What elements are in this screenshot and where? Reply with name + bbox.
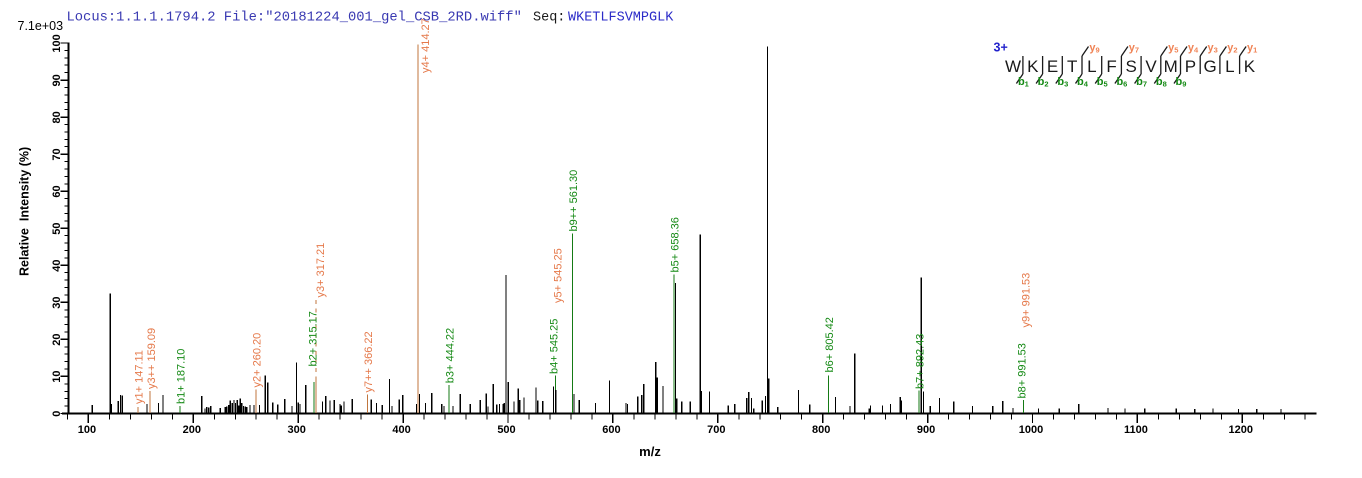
svg-text:y5+ 545.25: y5+ 545.25 xyxy=(553,248,565,303)
svg-text:K: K xyxy=(1244,57,1256,76)
svg-text:P: P xyxy=(1185,57,1196,76)
svg-text:1200: 1200 xyxy=(1229,424,1253,436)
svg-text:m/z: m/z xyxy=(639,444,661,459)
svg-text:900: 900 xyxy=(917,424,935,436)
svg-text:F: F xyxy=(1106,57,1116,76)
svg-text:90: 90 xyxy=(51,74,63,86)
svg-text:b6+ 805.42: b6+ 805.42 xyxy=(824,317,836,372)
svg-text:b3: b3 xyxy=(1057,76,1068,89)
svg-text:1100: 1100 xyxy=(1124,424,1148,436)
svg-text:b7: b7 xyxy=(1136,76,1147,89)
svg-text:b1: b1 xyxy=(1018,76,1029,89)
svg-text:y2: y2 xyxy=(1227,42,1237,55)
svg-text:y1+ 147.11: y1+ 147.11 xyxy=(134,350,146,404)
svg-text:L: L xyxy=(1225,57,1234,76)
svg-text:V: V xyxy=(1145,57,1157,76)
svg-text:b5+ 658.36: b5+ 658.36 xyxy=(670,217,682,272)
svg-text:b4: b4 xyxy=(1077,76,1089,89)
svg-text:10: 10 xyxy=(51,371,63,383)
svg-text:40: 40 xyxy=(51,259,63,271)
svg-text:S: S xyxy=(1126,57,1137,76)
svg-text:y7++ 366.22: y7++ 366.22 xyxy=(363,331,375,392)
svg-text:L: L xyxy=(1087,57,1096,76)
svg-text:y9: y9 xyxy=(1089,42,1099,55)
svg-text:b2+ 315.17: b2+ 315.17 xyxy=(308,311,320,366)
svg-text:T: T xyxy=(1067,57,1077,76)
svg-text:60: 60 xyxy=(51,185,63,197)
svg-text:y4: y4 xyxy=(1188,42,1199,55)
svg-text:y9+ 991.53: y9+ 991.53 xyxy=(1021,273,1033,328)
svg-text:W: W xyxy=(1005,57,1021,76)
svg-text:y5: y5 xyxy=(1168,42,1178,55)
svg-text:y2+ 260.20: y2+ 260.20 xyxy=(252,333,264,388)
svg-text:70: 70 xyxy=(51,148,63,160)
svg-text:y3++ 159.09: y3++ 159.09 xyxy=(146,328,158,389)
svg-text:b4+ 545.25: b4+ 545.25 xyxy=(548,319,560,374)
svg-text:7.1e+03: 7.1e+03 xyxy=(18,19,64,33)
svg-text:y3: y3 xyxy=(1208,42,1218,55)
svg-text:b9++ 561.30: b9++ 561.30 xyxy=(568,170,580,232)
svg-text:b7+ 892.43: b7+ 892.43 xyxy=(915,334,927,389)
svg-text:3+: 3+ xyxy=(994,41,1008,55)
svg-text:y3+ 317.21: y3+ 317.21 xyxy=(315,243,327,298)
svg-text:200: 200 xyxy=(183,424,201,436)
svg-text:700: 700 xyxy=(707,424,725,436)
svg-text:y1: y1 xyxy=(1247,42,1257,55)
svg-text:G: G xyxy=(1203,57,1216,76)
svg-text:b8+ 991.53: b8+ 991.53 xyxy=(1017,343,1029,398)
svg-text:Relative Intensity (%): Relative Intensity (%) xyxy=(18,147,32,276)
svg-text:50: 50 xyxy=(51,222,63,234)
svg-text:WKETLFSVMPGLK: WKETLFSVMPGLK xyxy=(568,11,674,26)
svg-text:b1+ 187.10: b1+ 187.10 xyxy=(176,349,188,404)
svg-text:b2: b2 xyxy=(1038,76,1049,89)
svg-text:b5: b5 xyxy=(1097,76,1108,89)
svg-text:Seq:: Seq: xyxy=(533,11,565,26)
svg-text:0: 0 xyxy=(51,411,63,417)
svg-text:100: 100 xyxy=(51,34,63,52)
svg-text:K: K xyxy=(1027,57,1039,76)
svg-text:E: E xyxy=(1047,57,1058,76)
svg-text:y4+ 414.27: y4+ 414.27 xyxy=(420,18,432,73)
svg-text:500: 500 xyxy=(497,424,515,436)
svg-text:b8: b8 xyxy=(1156,76,1167,89)
svg-text:80: 80 xyxy=(51,111,63,123)
svg-text:600: 600 xyxy=(602,424,620,436)
svg-text:M: M xyxy=(1164,57,1178,76)
svg-text:b9: b9 xyxy=(1176,76,1187,89)
svg-text:800: 800 xyxy=(812,424,830,436)
svg-text:300: 300 xyxy=(288,424,306,436)
svg-text:y7: y7 xyxy=(1129,42,1139,55)
svg-text:b3+ 444.22: b3+ 444.22 xyxy=(444,328,456,383)
svg-text:100: 100 xyxy=(78,424,96,436)
svg-text:400: 400 xyxy=(392,424,410,436)
svg-text:b6: b6 xyxy=(1116,76,1127,89)
svg-text:1000: 1000 xyxy=(1019,424,1043,436)
svg-text:30: 30 xyxy=(51,297,63,309)
svg-text:20: 20 xyxy=(51,334,63,346)
svg-text:Locus:1.1.1.1794.2 File:"20181: Locus:1.1.1.1794.2 File:"20181224_001_ge… xyxy=(67,10,522,26)
